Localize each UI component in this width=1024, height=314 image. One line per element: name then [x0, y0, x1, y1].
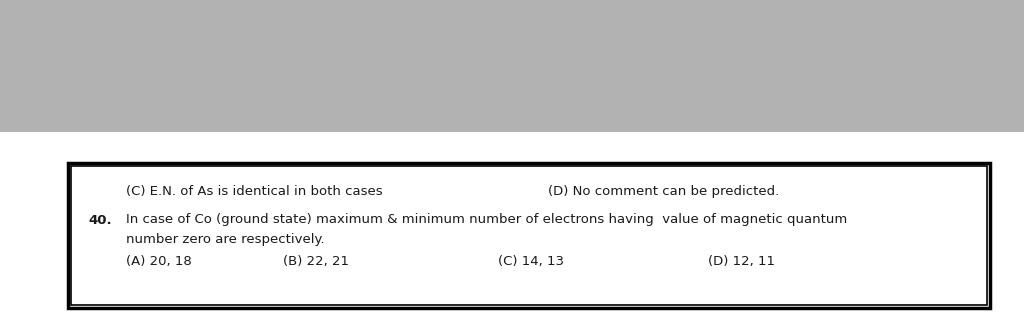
Bar — [71, 166, 987, 305]
Text: (B) 22, 21: (B) 22, 21 — [283, 256, 349, 268]
Text: (D) 12, 11: (D) 12, 11 — [708, 256, 775, 268]
Text: In case of Co (ground state) maximum & minimum number of electrons having  value: In case of Co (ground state) maximum & m… — [126, 214, 847, 226]
Text: (D) No comment can be predicted.: (D) No comment can be predicted. — [548, 186, 779, 198]
Text: (C) 14, 13: (C) 14, 13 — [498, 256, 564, 268]
Bar — [0, 0, 1024, 132]
Bar — [0, 132, 1024, 314]
Text: 40.: 40. — [88, 214, 112, 226]
Text: number zero are respectively.: number zero are respectively. — [126, 232, 325, 246]
Bar — [68, 163, 990, 308]
Text: (C) E.N. of As is identical in both cases: (C) E.N. of As is identical in both case… — [126, 186, 383, 198]
Text: (A) 20, 18: (A) 20, 18 — [126, 256, 191, 268]
